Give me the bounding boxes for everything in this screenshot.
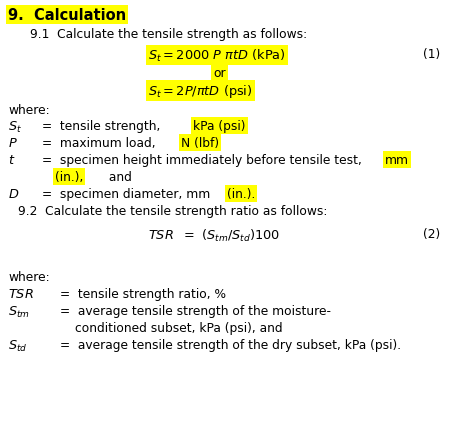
Text: =  tensile strength ratio, %: = tensile strength ratio, % — [60, 287, 226, 300]
Text: =  average tensile strength of the dry subset, kPa (psi).: = average tensile strength of the dry su… — [60, 338, 401, 351]
Text: (in.).: (in.). — [227, 187, 255, 201]
Text: 9.2  Calculate the tensile strength ratio as follows:: 9.2 Calculate the tensile strength ratio… — [18, 204, 328, 218]
Text: =  specimen diameter, mm: = specimen diameter, mm — [42, 187, 214, 201]
Text: $D$: $D$ — [8, 187, 19, 201]
Text: (2): (2) — [423, 227, 440, 240]
Text: kPa (psi): kPa (psi) — [193, 120, 246, 132]
Text: $t$: $t$ — [8, 154, 16, 167]
Text: and: and — [105, 170, 132, 184]
Text: N (lbf): N (lbf) — [181, 137, 219, 150]
Text: $S_t$: $S_t$ — [8, 120, 22, 135]
Text: 9.  Calculation: 9. Calculation — [8, 8, 126, 23]
Text: $S_t = 2P/\pi tD\ \mathrm{(psi)}$: $S_t = 2P/\pi tD\ \mathrm{(psi)}$ — [148, 83, 253, 100]
Text: where:: where: — [8, 104, 50, 117]
Text: or: or — [213, 67, 226, 80]
Text: (1): (1) — [423, 48, 440, 61]
Text: $S_{tm}$: $S_{tm}$ — [8, 304, 30, 320]
Text: $TSR$: $TSR$ — [8, 287, 34, 300]
Text: where:: where: — [8, 271, 50, 283]
Text: mm: mm — [385, 154, 409, 167]
Text: $P$: $P$ — [8, 137, 18, 150]
Text: $S_{td}$: $S_{td}$ — [8, 338, 27, 353]
Text: conditioned subset, kPa (psi), and: conditioned subset, kPa (psi), and — [75, 321, 283, 334]
Text: =  maximum load,: = maximum load, — [42, 137, 159, 150]
Text: =  tensile strength,: = tensile strength, — [42, 120, 164, 132]
Text: =  average tensile strength of the moisture-: = average tensile strength of the moistu… — [60, 304, 331, 317]
Text: 9.1  Calculate the tensile strength as follows:: 9.1 Calculate the tensile strength as fo… — [30, 28, 307, 41]
Text: $S_t = 2000\ P\ \pi tD\ \mathrm{(kPa)}$: $S_t = 2000\ P\ \pi tD\ \mathrm{(kPa)}$ — [148, 48, 286, 64]
Text: =  specimen height immediately before tensile test,: = specimen height immediately before ten… — [42, 154, 366, 167]
Text: (in.),: (in.), — [55, 170, 83, 184]
Text: $TSR\ \ =\ (S_{tm}/S_{td})100$: $TSR\ \ =\ (S_{tm}/S_{td})100$ — [148, 227, 280, 244]
